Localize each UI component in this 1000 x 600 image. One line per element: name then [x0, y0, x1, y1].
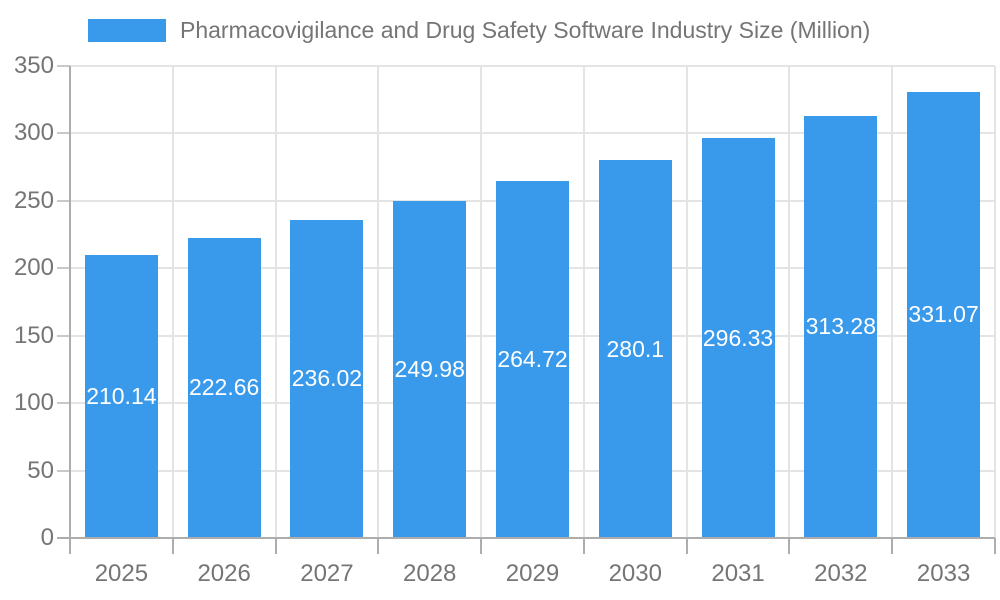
y-tick-mark [57, 537, 70, 539]
y-tick-label: 50 [27, 456, 54, 484]
x-tick-label: 2033 [916, 560, 971, 587]
bar-value-label: 280.1 [606, 335, 665, 362]
y-gridline [70, 132, 995, 135]
legend-swatch [88, 19, 166, 42]
y-tick-mark [57, 65, 70, 67]
bar-2028: 249.98 [393, 200, 467, 538]
bar-2032: 313.28 [804, 115, 878, 538]
y-tick-mark [57, 402, 70, 405]
bar-2025: 210.14 [84, 254, 158, 538]
bar-value-label: 222.66 [188, 374, 260, 401]
y-tick-mark [57, 267, 70, 270]
x-tick-mark [69, 538, 71, 554]
y-tick-mark [57, 334, 70, 337]
x-gridline [480, 66, 483, 538]
bar-value-label: 313.28 [805, 313, 876, 340]
x-gridline [685, 66, 688, 538]
y-tick-label: 200 [13, 254, 54, 282]
legend: Pharmacovigilance and Drug Safety Softwa… [88, 17, 870, 44]
bar-2031: 296.33 [701, 138, 775, 538]
y-gridline [70, 65, 995, 67]
x-tick-label: 2028 [403, 560, 457, 587]
x-tick-mark [685, 538, 688, 554]
x-tick-mark [891, 538, 894, 554]
x-tick-mark [788, 538, 791, 554]
x-gridline [891, 66, 894, 538]
y-tick-label: 150 [13, 321, 54, 349]
x-tick-label: 2030 [608, 560, 662, 587]
x-tick-label: 2032 [814, 560, 868, 587]
bar-2033: 331.07 [907, 91, 981, 538]
x-tick-mark [377, 538, 380, 554]
bar-value-label: 236.02 [291, 365, 363, 392]
y-tick-label: 100 [13, 389, 54, 417]
y-tick-label: 300 [13, 119, 54, 147]
x-tick-mark [994, 538, 996, 554]
x-gridline [274, 66, 277, 538]
bar-value-label: 264.72 [497, 345, 568, 372]
y-axis-line [69, 66, 71, 554]
y-tick-mark [57, 469, 70, 472]
x-gridline [788, 66, 791, 538]
x-axis-line [70, 537, 995, 539]
bar-value-label: 331.07 [908, 301, 979, 328]
x-gridline [994, 66, 996, 538]
plot-area: 0 50 100 150 200 250 300 350 210.14 222.66 236.02 2… [14, 52, 996, 587]
x-tick-mark [171, 538, 174, 554]
y-tick-mark [57, 132, 70, 135]
x-gridline [582, 66, 585, 538]
bar-2030: 280.1 [598, 160, 672, 538]
bar-2026: 222.66 [187, 237, 261, 538]
x-tick-mark [480, 538, 483, 554]
y-tick-mark [57, 199, 70, 202]
bar-value-label: 296.33 [702, 324, 774, 351]
x-tick-label: 2031 [711, 560, 765, 587]
bar-value-label: 249.98 [394, 355, 465, 382]
x-gridline [171, 66, 174, 538]
bar-2029: 264.72 [496, 181, 569, 538]
legend-label: Pharmacovigilance and Drug Safety Softwa… [180, 17, 871, 43]
bar-2027: 236.02 [290, 219, 364, 538]
x-tick-label: 2025 [94, 560, 149, 587]
x-tick-mark [274, 538, 277, 554]
x-tick-label: 2027 [300, 560, 354, 587]
x-tick-label: 2026 [197, 560, 251, 587]
y-tick-label: 0 [40, 524, 54, 551]
y-tick-label: 350 [13, 52, 54, 79]
bar-value-label: 210.14 [86, 382, 157, 409]
y-tick-label: 250 [13, 186, 54, 214]
x-tick-mark [582, 538, 585, 554]
x-tick-label: 2029 [505, 560, 560, 587]
x-gridline [377, 66, 380, 538]
